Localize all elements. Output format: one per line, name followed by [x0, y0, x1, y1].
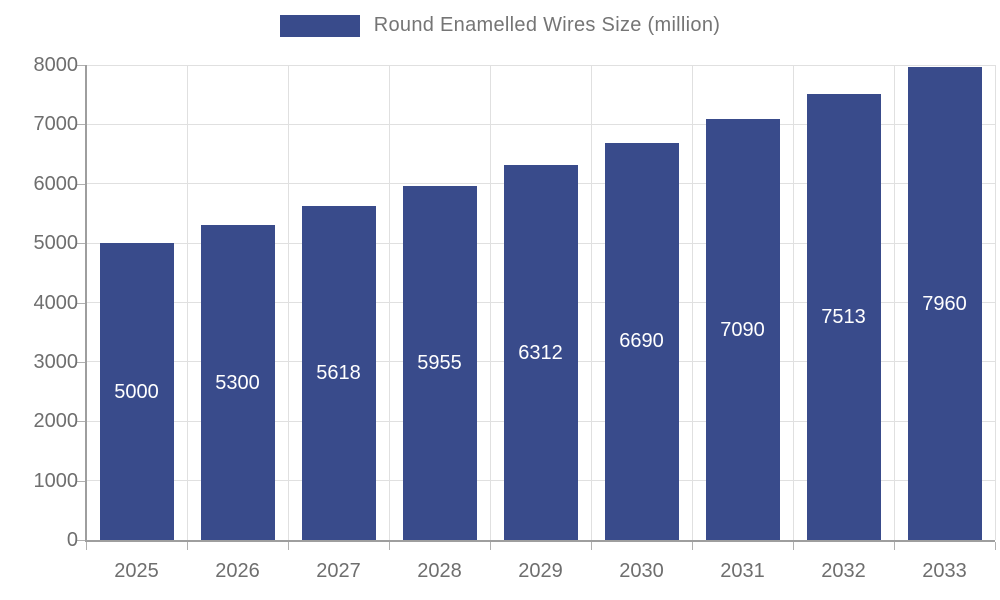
- gridline-horizontal: [86, 64, 995, 66]
- gridline-vertical: [489, 65, 491, 540]
- bar-value-label: 6690: [619, 330, 664, 353]
- x-tick-mark: [187, 542, 188, 550]
- x-tick-label: 2025: [114, 560, 159, 582]
- y-tick-mark: [77, 480, 85, 482]
- bar-2032: 7513: [806, 93, 881, 540]
- x-tick-label: 2032: [821, 560, 866, 582]
- y-tick-label: 1000: [33, 469, 79, 492]
- bar-2029: 6312: [503, 165, 578, 540]
- y-tick-label: 3000: [33, 350, 79, 373]
- y-tick-mark: [77, 65, 85, 66]
- gridline-vertical: [590, 65, 592, 540]
- y-tick-label: 5000: [33, 232, 79, 255]
- gridline-vertical: [287, 65, 289, 540]
- bar-2025: 5000: [99, 243, 174, 540]
- bar-value-label: 7513: [821, 305, 866, 328]
- gridline-vertical: [691, 65, 693, 540]
- y-tick-mark: [77, 124, 85, 126]
- gridline-vertical: [893, 65, 895, 540]
- gridline-vertical: [994, 65, 996, 540]
- x-tick-label: 2027: [316, 560, 361, 582]
- x-tick-label: 2033: [922, 560, 967, 582]
- x-tick-label: 2028: [417, 560, 462, 582]
- bar-value-label: 5300: [215, 371, 260, 394]
- x-tick-mark: [591, 542, 592, 550]
- x-tick-label: 2029: [518, 560, 563, 582]
- y-tick-mark: [77, 421, 85, 423]
- x-axis-line: [85, 540, 995, 542]
- bar-value-label: 6312: [518, 341, 563, 364]
- bar-value-label: 7090: [720, 318, 765, 341]
- plot-area: 5000 5300 5618 5955 6312 6690 7090 7513 7960: [86, 64, 996, 540]
- gridline-vertical: [186, 65, 188, 540]
- x-tick-label: 2026: [215, 560, 260, 582]
- y-tick-label: 6000: [33, 172, 79, 195]
- legend[interactable]: Round Enamelled Wires Size (million): [0, 14, 1000, 37]
- bar-2031: 7090: [705, 119, 780, 540]
- bar-2027: 5618: [301, 206, 376, 540]
- y-tick-label: 2000: [33, 410, 79, 433]
- bar-2033: 7960: [907, 67, 982, 540]
- x-tick-mark: [692, 542, 693, 550]
- y-tick-mark: [77, 243, 85, 245]
- gridline-horizontal: [86, 123, 995, 125]
- gridline-vertical: [792, 65, 794, 540]
- x-tick-mark: [389, 542, 390, 550]
- legend-label: Round Enamelled Wires Size (million): [373, 14, 721, 36]
- legend-swatch-icon: [279, 14, 360, 37]
- gridline-vertical: [388, 65, 390, 540]
- x-tick-label: 2031: [720, 560, 765, 582]
- x-tick-mark: [288, 542, 289, 550]
- y-tick-mark: [77, 183, 85, 185]
- x-tick-mark: [995, 542, 996, 550]
- y-tick-label: 4000: [33, 291, 79, 314]
- bar-2026: 5300: [200, 225, 275, 540]
- x-tick-mark: [793, 542, 794, 550]
- x-tick-mark: [490, 542, 491, 550]
- x-tick-mark: [86, 542, 87, 550]
- bar-2028: 5955: [402, 186, 477, 540]
- y-axis-line: [85, 65, 87, 542]
- x-tick-label: 2030: [619, 560, 664, 582]
- bar-value-label: 5955: [417, 352, 462, 375]
- y-tick-mark: [77, 361, 85, 363]
- bar-2030: 6690: [604, 142, 679, 540]
- bar-value-label: 5000: [114, 380, 159, 403]
- x-tick-mark: [894, 542, 895, 550]
- bar-value-label: 7960: [922, 292, 967, 315]
- y-tick-mark: [77, 302, 85, 304]
- y-tick-label: 0: [66, 529, 78, 551]
- y-tick-mark: [77, 540, 85, 541]
- y-tick-label: 7000: [33, 113, 79, 136]
- y-tick-label: 8000: [33, 54, 79, 76]
- bar-value-label: 5618: [316, 362, 361, 385]
